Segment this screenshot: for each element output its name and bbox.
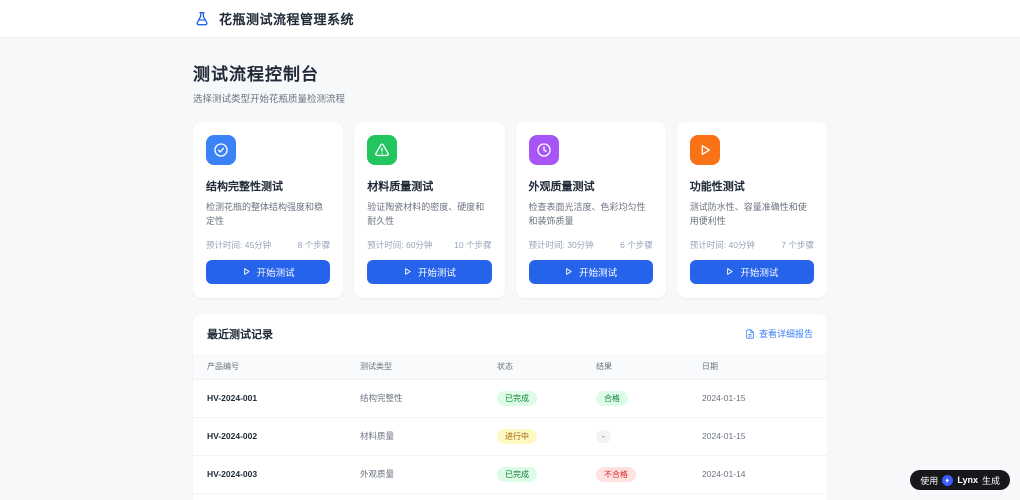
test-type-cell: 结构完整性 [346, 378, 483, 418]
play-icon [725, 267, 734, 276]
card-description: 验证陶瓷材料的密度、硬度和耐久性 [367, 202, 485, 226]
start-test-button[interactable]: 开始测试 [206, 259, 331, 284]
product-id-cell: HV-2024-004 [193, 492, 346, 500]
product-id-cell: HV-2024-003 [193, 454, 346, 494]
date-cell: 2024-01-14 [688, 454, 827, 494]
badge-brand-label: Lynx [957, 475, 978, 485]
steps-count-label: 6 个步骤 [620, 239, 653, 250]
test-type-card: 材料质量测试 验证陶瓷材料的密度、硬度和耐久性 预计时间: 60分钟 10 个步… [354, 122, 505, 298]
product-id-cell: HV-2024-002 [193, 416, 346, 456]
test-cards: 结构完整性测试 检测花瓶的整体结构强度和稳定性 预计时间: 45分钟 8 个步骤… [193, 122, 827, 298]
card-title: 材料质量测试 [367, 181, 434, 193]
status-badge: 进行中 [497, 428, 537, 444]
play-icon [403, 267, 412, 276]
app-title: 花瓶测试流程管理系统 [219, 12, 355, 27]
status-badge: 已完成 [497, 390, 537, 406]
view-report-link[interactable]: 查看详细报告 [745, 327, 813, 340]
clock-icon [528, 135, 559, 165]
play-icon [564, 267, 573, 276]
card-title: 外观质量测试 [528, 181, 595, 193]
date-cell: 2024-01-15 [688, 416, 827, 456]
column-header: 日期 [688, 353, 827, 380]
play-icon [689, 135, 720, 165]
estimated-time-label: 预计时间: 30分钟 [528, 239, 594, 250]
records-title: 最近测试记录 [207, 328, 273, 341]
steps-count-label: 8 个步骤 [297, 239, 331, 250]
result-badge: 合格 [596, 390, 628, 406]
records-table: 产品编号 测试类型 状态 结果 日期 HV-2024-001 结构完整性 已完成 合格 … [193, 353, 827, 500]
table-row[interactable]: HV-2024-004 功能性 已完成 合格 2024-01-14 [193, 492, 827, 500]
start-test-label: 开始测试 [256, 267, 295, 279]
badge-prefix-label: 使用 [920, 475, 939, 486]
column-header: 结果 [582, 353, 688, 380]
badge-suffix-label: 生成 [981, 475, 1000, 486]
estimated-time-label: 预计时间: 40分钟 [689, 239, 755, 250]
app-header: 花瓶测试流程管理系统 [0, 0, 1020, 38]
estimated-time-label: 预计时间: 60分钟 [367, 239, 433, 250]
records-table-header-row: 产品编号 测试类型 状态 结果 日期 [193, 353, 827, 380]
result-badge: 不合格 [596, 466, 636, 482]
page-subtitle: 选择测试类型开始花瓶质量检测流程 [193, 94, 346, 105]
column-header: 测试类型 [346, 353, 483, 380]
recent-records-panel: 最近测试记录 查看详细报告 产品编号 测试类型 状态 结果 日期 [193, 313, 827, 500]
main-content: 测试流程控制台 选择测试类型开始花瓶质量检测流程 结构完整性测试 检测花瓶的整体… [193, 38, 827, 500]
card-title: 功能性测试 [689, 181, 745, 193]
lynx-generated-badge[interactable]: 使用 Lynx 生成 [910, 470, 1010, 490]
play-icon [242, 267, 251, 276]
date-cell: 2024-01-14 [688, 492, 827, 500]
start-test-label: 开始测试 [740, 267, 779, 279]
status-badge: 已完成 [497, 466, 537, 482]
steps-count-label: 7 个步骤 [781, 239, 814, 250]
table-row[interactable]: HV-2024-001 结构完整性 已完成 合格 2024-01-15 [193, 378, 827, 418]
start-test-button[interactable]: 开始测试 [689, 259, 814, 284]
lynx-logo-icon [942, 474, 954, 486]
product-id-cell: HV-2024-001 [193, 378, 346, 418]
test-type-cell: 功能性 [346, 492, 483, 500]
start-test-button[interactable]: 开始测试 [367, 259, 492, 284]
flask-logo-icon [193, 10, 211, 28]
test-type-cell: 外观质量 [346, 454, 483, 494]
card-description: 检查表面光洁度、色彩均匀性和装饰质量 [528, 202, 646, 226]
estimated-time-label: 预计时间: 45分钟 [206, 239, 272, 250]
test-type-card: 外观质量测试 检查表面光洁度、色彩均匀性和装饰质量 预计时间: 30分钟 6 个… [515, 122, 666, 298]
steps-count-label: 10 个步骤 [454, 239, 492, 250]
start-test-button[interactable]: 开始测试 [528, 259, 653, 284]
check-circle-icon [206, 135, 236, 165]
document-icon [745, 329, 755, 339]
table-row[interactable]: HV-2024-002 材料质量 进行中 - 2024-01-15 [193, 416, 827, 456]
page-title: 测试流程控制台 [193, 65, 319, 84]
card-description: 测试防水性、容量准确性和使用便利性 [689, 202, 807, 226]
card-description: 检测花瓶的整体结构强度和稳定性 [206, 202, 324, 226]
test-type-cell: 材料质量 [346, 416, 483, 456]
column-header: 产品编号 [193, 353, 346, 380]
test-type-card: 功能性测试 测试防水性、容量准确性和使用便利性 预计时间: 40分钟 7 个步骤… [676, 122, 827, 298]
column-header: 状态 [483, 353, 582, 380]
date-cell: 2024-01-15 [688, 378, 827, 418]
view-report-label: 查看详细报告 [758, 329, 813, 340]
result-badge: - [596, 429, 611, 443]
table-row[interactable]: HV-2024-003 外观质量 已完成 不合格 2024-01-14 [193, 454, 827, 494]
start-test-label: 开始测试 [417, 267, 456, 279]
test-type-card: 结构完整性测试 检测花瓶的整体结构强度和稳定性 预计时间: 45分钟 8 个步骤… [193, 122, 344, 298]
card-title: 结构完整性测试 [206, 181, 283, 193]
start-test-label: 开始测试 [579, 267, 618, 279]
alert-triangle-icon [367, 135, 398, 165]
records-tbody: HV-2024-001 结构完整性 已完成 合格 2024-01-15 HV-2… [193, 378, 827, 500]
